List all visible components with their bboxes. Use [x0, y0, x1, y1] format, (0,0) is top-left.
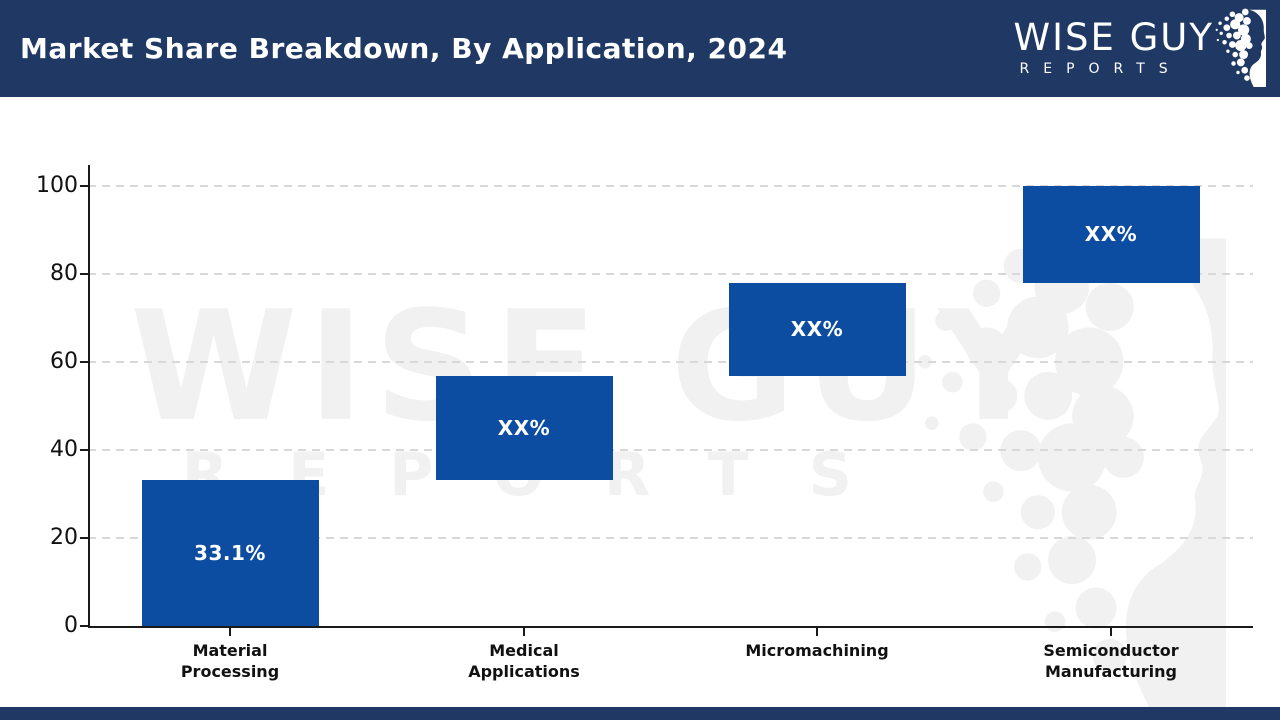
brand-name: WISE GUY	[1013, 15, 1214, 59]
bar-segment: XX%	[728, 282, 906, 377]
bar-value-label: XX%	[1084, 222, 1138, 247]
x-axis-category-line: Semiconductor	[1043, 641, 1179, 660]
bar-value-label: 33.1%	[194, 541, 266, 566]
x-axis-category-line: Processing	[180, 662, 280, 681]
x-axis-tick	[816, 628, 818, 636]
bar-segment: XX%	[435, 376, 613, 481]
y-axis-tick-label: 60	[50, 349, 78, 374]
bar-segment: XX%	[1022, 186, 1200, 283]
x-axis-line	[88, 626, 1253, 628]
x-axis-tick	[229, 628, 231, 636]
y-axis-tick	[80, 537, 88, 539]
y-axis-line	[88, 165, 90, 628]
y-axis-tick-label: 80	[50, 261, 78, 286]
footer-bar	[0, 707, 1280, 720]
y-axis-tick	[80, 625, 88, 627]
y-axis-tick	[80, 449, 88, 451]
y-axis-tick-label: 100	[36, 173, 78, 198]
x-axis-tick	[1110, 628, 1112, 636]
bar-value-label: XX%	[790, 317, 844, 342]
y-axis-tick-label: 40	[50, 437, 78, 462]
header-bar: Market Share Breakdown, By Application, …	[0, 0, 1280, 97]
page-title: Market Share Breakdown, By Application, …	[20, 32, 788, 65]
brand-subtitle: REPORTS	[1019, 60, 1182, 77]
y-axis-tick	[80, 273, 88, 275]
y-gridline	[88, 537, 1253, 539]
y-gridline	[88, 273, 1253, 275]
x-axis-category-label: Micromachining	[687, 640, 947, 661]
y-axis-tick-label: 20	[50, 525, 78, 550]
x-axis-tick	[523, 628, 525, 636]
y-axis-tick	[80, 361, 88, 363]
y-gridline	[88, 185, 1253, 187]
y-axis-tick-label: 0	[64, 613, 78, 638]
x-axis-category-label: Medical Applications	[394, 640, 654, 682]
brand-logo-text: WISE GUY REPORTS	[1013, 15, 1214, 77]
x-axis-category-line: Manufacturing	[1045, 662, 1177, 681]
brand-logo: WISE GUY REPORTS	[1014, 6, 1266, 88]
y-gridline	[88, 361, 1253, 363]
x-axis-category-line: Micromachining	[745, 641, 889, 660]
bar-segment: 33.1%	[141, 480, 319, 626]
x-axis-category-label: Semiconductor Manufacturing	[981, 640, 1241, 682]
x-axis-category-label: Material Processing	[100, 640, 360, 682]
bar-value-label: XX%	[497, 416, 551, 441]
x-axis-category-line: Medical	[489, 641, 559, 660]
x-axis-category-line: Material	[192, 641, 268, 660]
y-axis-tick	[80, 185, 88, 187]
x-axis-category-line: Applications	[468, 662, 580, 681]
y-gridline	[88, 449, 1253, 451]
